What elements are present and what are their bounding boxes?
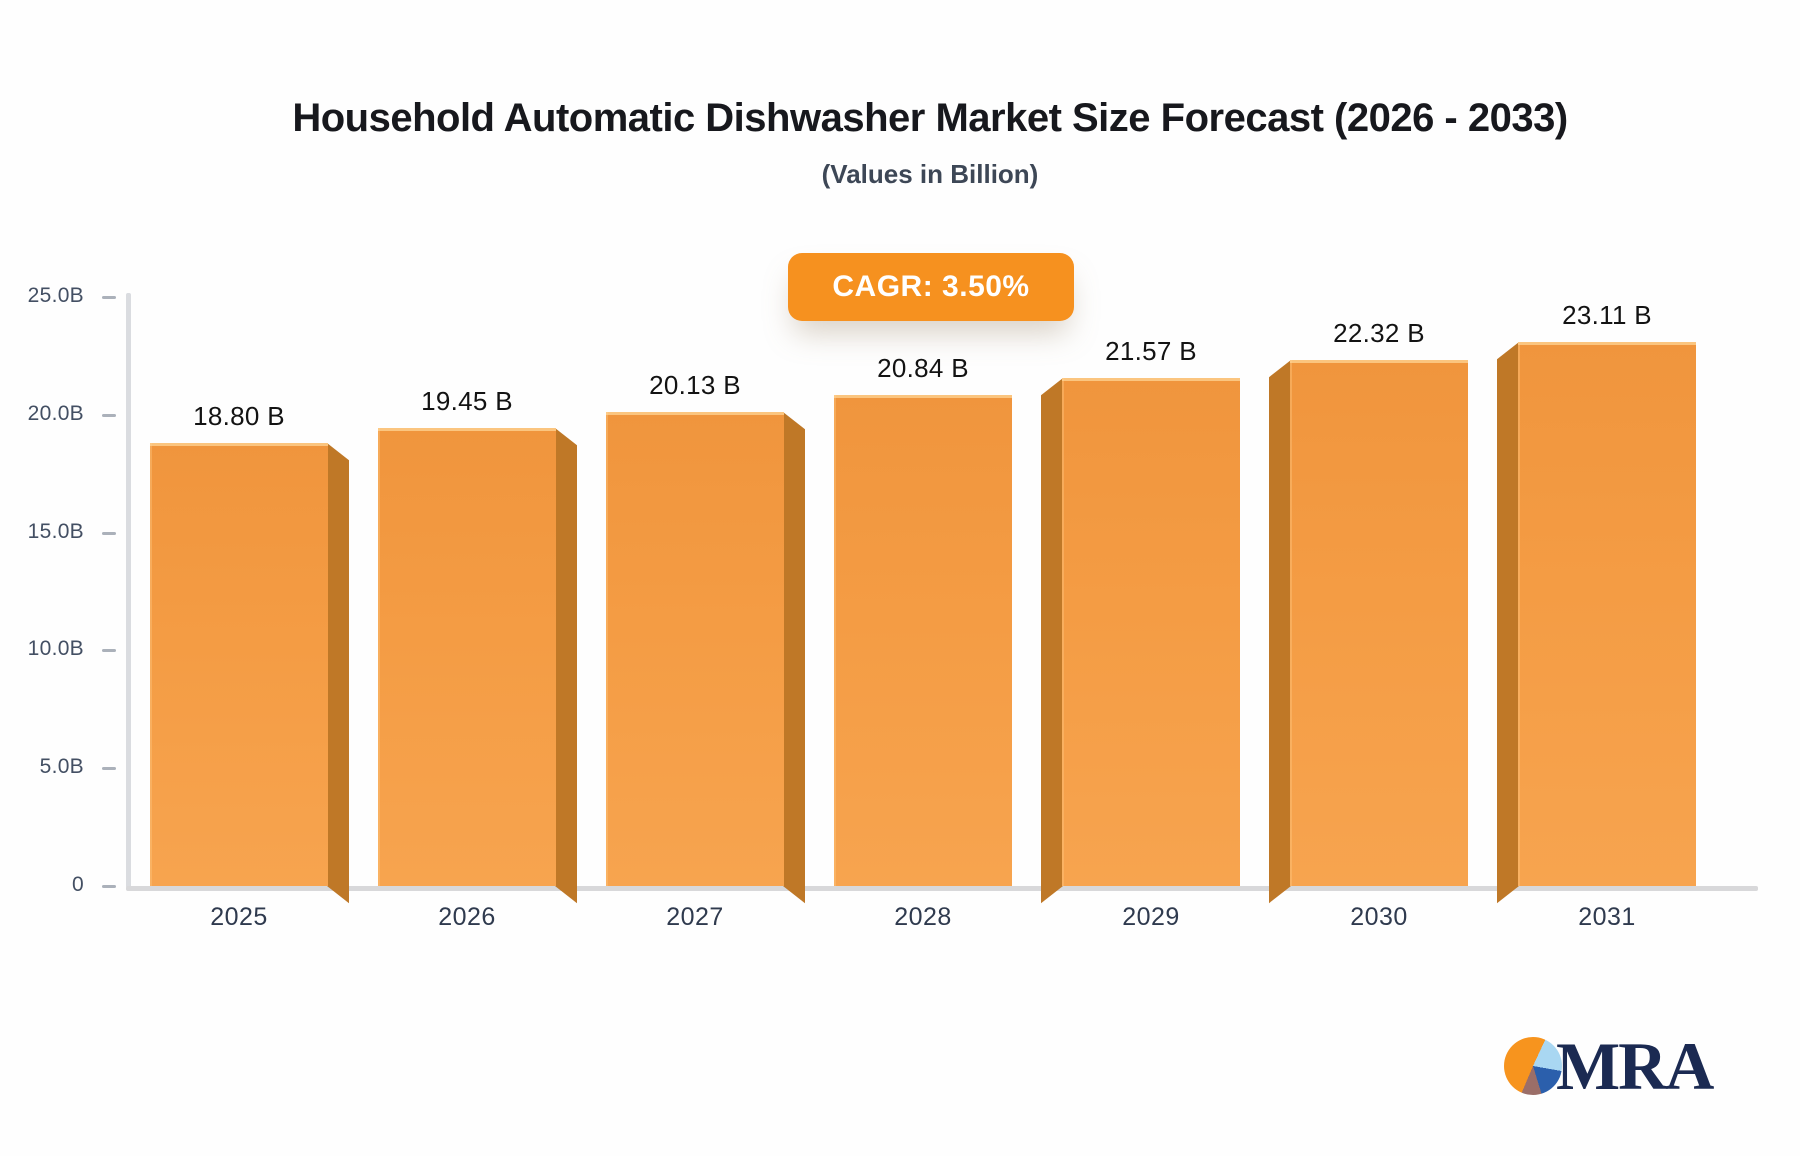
x-label-2031: 2031 — [1578, 903, 1636, 931]
y-tick-mark — [102, 296, 116, 299]
chart-title: Household Automatic Dishwasher Market Si… — [292, 96, 1568, 140]
bar-2026 — [378, 428, 577, 904]
bar-2031 — [1497, 342, 1696, 904]
x-label-2027: 2027 — [666, 903, 724, 931]
y-tick-mark — [102, 531, 116, 535]
x-label-2028: 2028 — [894, 903, 952, 931]
bar-value-label: 18.80 B — [193, 401, 285, 431]
x-label-2030: 2030 — [1350, 903, 1408, 931]
bar-side-face — [327, 443, 349, 904]
cagr-badge-label: CAGR: 3.50% — [832, 270, 1030, 303]
bar-value-label: 20.13 B — [649, 370, 741, 400]
y-tick-label: 0 — [72, 873, 84, 896]
bar-2027 — [606, 412, 805, 904]
bar-side-face — [555, 428, 577, 904]
bar-value-label: 20.84 B — [877, 353, 969, 383]
bar-2028 — [834, 395, 1012, 886]
bar-face — [606, 412, 784, 886]
bar-side-face — [1269, 360, 1291, 904]
cagr-badge: CAGR: 3.50% — [788, 253, 1074, 321]
bar-value-label: 21.57 B — [1105, 336, 1197, 366]
bar-side-face — [783, 412, 805, 904]
bar-value-label: 22.32 B — [1333, 318, 1425, 348]
y-tick-label: 15.0B — [27, 519, 84, 543]
bar-side-face — [1041, 378, 1063, 904]
y-tick-label: 20.0B — [27, 401, 84, 425]
y-tick-mark — [102, 767, 116, 771]
bar-face — [1518, 342, 1696, 886]
logo-text: MRA — [1556, 1028, 1714, 1104]
bar-value-label: 19.45 B — [421, 386, 513, 416]
chart-subtitle: (Values in Billion) — [821, 159, 1039, 189]
y-tick-mark — [102, 649, 116, 653]
y-tick-label: 25.0B — [27, 284, 84, 307]
y-axis-line — [126, 293, 131, 888]
bar-face — [150, 443, 328, 886]
y-tick-mark — [102, 413, 116, 417]
y-tick-label: 5.0B — [39, 755, 84, 779]
bar-face — [378, 428, 556, 886]
x-axis-baseline — [126, 886, 1758, 891]
bar-face — [834, 395, 1012, 886]
bar-2029 — [1041, 378, 1240, 904]
bar-face — [1290, 360, 1468, 886]
x-label-2025: 2025 — [210, 903, 268, 931]
bar-value-label: 23.11 B — [1562, 300, 1652, 330]
bar-2030 — [1269, 360, 1468, 904]
x-label-2029: 2029 — [1122, 903, 1180, 931]
chart-header: Household Automatic Dishwasher Market Si… — [60, 96, 1800, 190]
y-tick-label: 10.0B — [27, 637, 84, 661]
bar-side-face — [1497, 342, 1519, 904]
pie-chart-logo-icon — [1504, 1037, 1562, 1095]
x-label-2026: 2026 — [438, 903, 496, 931]
mra-logo: MRA — [1504, 1028, 1714, 1104]
bar-face — [1062, 378, 1240, 886]
bar-2025 — [150, 443, 349, 904]
y-tick-mark — [102, 885, 116, 888]
